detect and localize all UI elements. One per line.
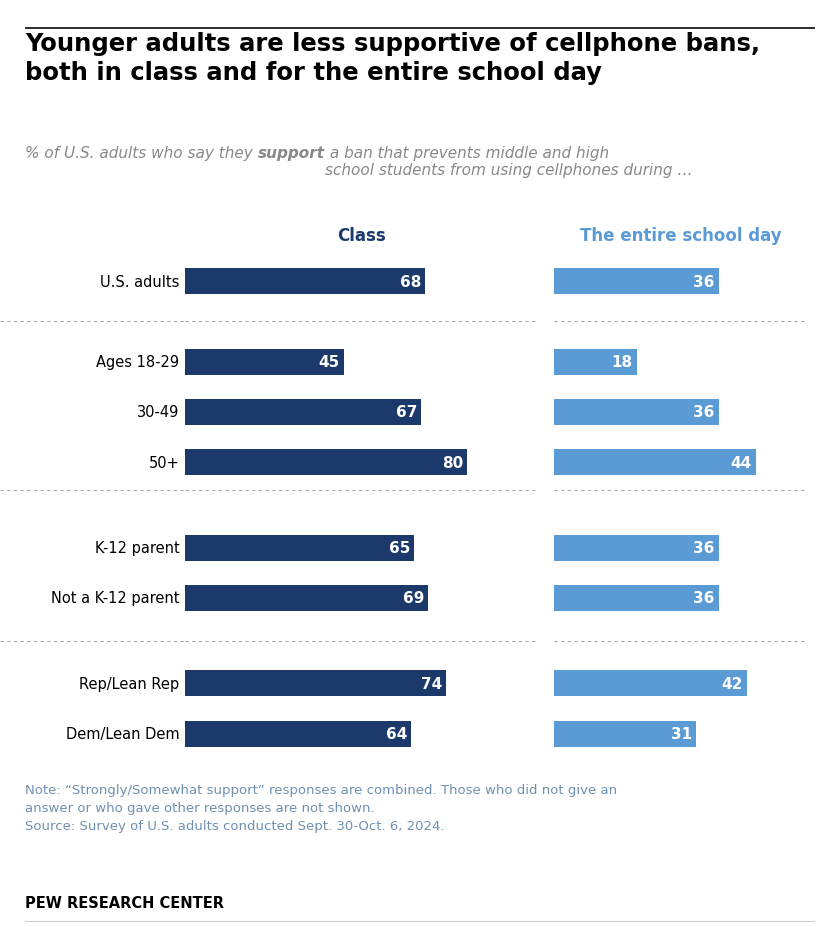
Text: Younger adults are less supportive of cellphone bans,
both in class and for the : Younger adults are less supportive of ce… bbox=[25, 32, 760, 85]
Text: The entire school day: The entire school day bbox=[580, 226, 781, 245]
Bar bbox=[185, 450, 467, 476]
Text: a ban that prevents middle and high
school students from using cellphones during: a ban that prevents middle and high scho… bbox=[325, 146, 692, 178]
Text: 68: 68 bbox=[400, 274, 421, 289]
Text: 64: 64 bbox=[386, 727, 407, 742]
Text: 69: 69 bbox=[403, 590, 425, 605]
Bar bbox=[554, 585, 719, 612]
Text: Class: Class bbox=[337, 226, 386, 245]
Bar bbox=[554, 400, 719, 425]
Text: 74: 74 bbox=[421, 676, 443, 692]
Bar bbox=[185, 721, 411, 747]
Text: 44: 44 bbox=[730, 455, 752, 470]
Text: % of U.S. adults who say they: % of U.S. adults who say they bbox=[25, 146, 258, 160]
Bar bbox=[185, 269, 425, 295]
Bar bbox=[554, 349, 637, 375]
Bar bbox=[185, 535, 414, 561]
Text: 65: 65 bbox=[389, 540, 411, 555]
Text: Not a K-12 parent: Not a K-12 parent bbox=[50, 590, 179, 605]
Bar bbox=[554, 721, 696, 747]
Bar bbox=[554, 450, 756, 476]
Text: 36: 36 bbox=[693, 405, 715, 420]
Text: 42: 42 bbox=[721, 676, 743, 692]
Text: U.S. adults: U.S. adults bbox=[100, 274, 179, 289]
Text: Dem/Lean Dem: Dem/Lean Dem bbox=[66, 727, 179, 742]
Bar bbox=[185, 400, 421, 425]
Text: support: support bbox=[258, 146, 325, 160]
Text: PEW RESEARCH CENTER: PEW RESEARCH CENTER bbox=[25, 895, 224, 910]
Bar bbox=[554, 670, 747, 697]
Text: 30-49: 30-49 bbox=[137, 405, 179, 420]
Text: 80: 80 bbox=[443, 455, 464, 470]
Text: 36: 36 bbox=[693, 590, 715, 605]
Text: 45: 45 bbox=[319, 355, 340, 370]
Bar bbox=[185, 349, 344, 375]
Text: 36: 36 bbox=[693, 540, 715, 555]
Text: 18: 18 bbox=[612, 355, 633, 370]
Bar bbox=[185, 670, 446, 697]
Bar bbox=[554, 269, 719, 295]
Text: Note: “Strongly/Somewhat support” responses are combined. Those who did not give: Note: “Strongly/Somewhat support” respon… bbox=[25, 783, 617, 832]
Text: 67: 67 bbox=[396, 405, 417, 420]
Text: Rep/Lean Rep: Rep/Lean Rep bbox=[79, 676, 179, 692]
Text: 31: 31 bbox=[670, 727, 692, 742]
Bar bbox=[185, 585, 428, 612]
Bar bbox=[554, 535, 719, 561]
Text: K-12 parent: K-12 parent bbox=[95, 540, 179, 555]
Text: 36: 36 bbox=[693, 274, 715, 289]
Text: 50+: 50+ bbox=[149, 455, 179, 470]
Text: Ages 18-29: Ages 18-29 bbox=[96, 355, 179, 370]
